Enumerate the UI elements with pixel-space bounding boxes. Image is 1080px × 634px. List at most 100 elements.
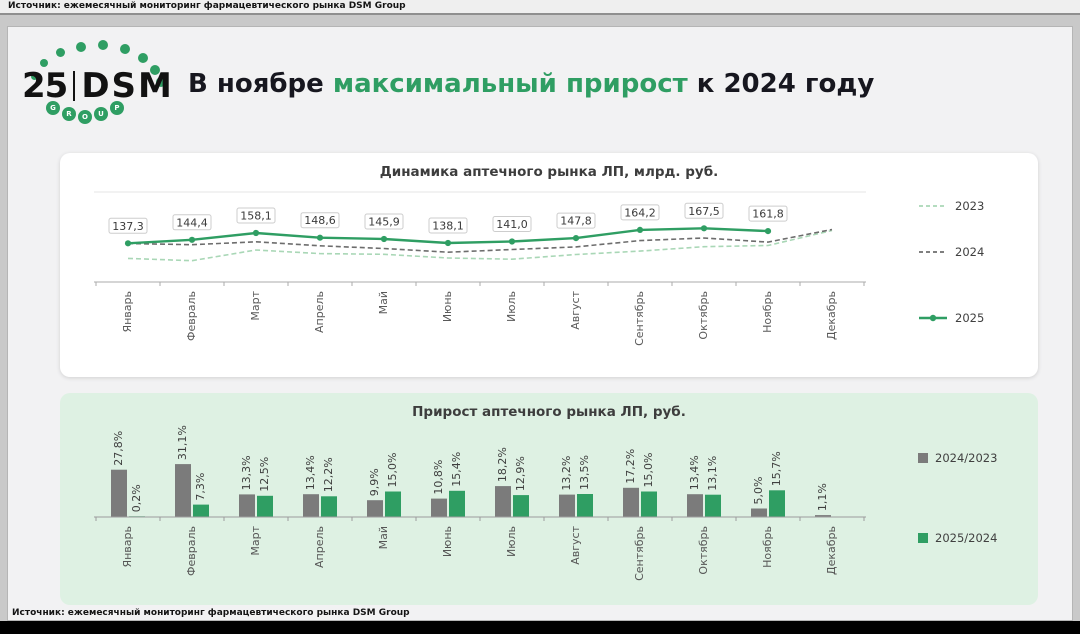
month-label: Май xyxy=(377,291,390,314)
bar-2024/2023 xyxy=(495,486,511,517)
month-label: Ноябрь xyxy=(761,526,774,568)
month-label: Октябрь xyxy=(697,291,710,340)
source-caption-bottom: Источник: ежемесячный мониторинг фармаце… xyxy=(12,608,410,618)
value-label: 158,1 xyxy=(240,210,272,223)
legend-label-2024-2023: 2024/2023 xyxy=(935,451,998,465)
month-label: Июнь xyxy=(441,291,454,322)
title-highlight: максимальный прирост xyxy=(332,69,688,99)
bar-chart-title: Прирост аптечного рынка ЛП, руб. xyxy=(412,404,686,420)
bar-value-label: 7,3% xyxy=(194,473,207,501)
month-label: Март xyxy=(249,290,262,320)
legend-label-2023: 2023 xyxy=(955,199,985,213)
bar-value-label: 10,8% xyxy=(432,460,445,495)
month-label: Июль xyxy=(505,526,518,557)
bar-value-label: 9,9% xyxy=(368,468,381,496)
legend-label-2025-2024: 2025/2024 xyxy=(935,531,998,545)
data-point-2025 xyxy=(444,239,452,247)
bar-value-label: 13,1% xyxy=(706,456,719,491)
data-point-2025 xyxy=(252,229,260,237)
value-label: 137,3 xyxy=(112,220,144,233)
bar-value-label: 5,0% xyxy=(752,477,765,505)
bar-value-label: 18,2% xyxy=(496,447,509,482)
logo-name: DSM xyxy=(81,66,174,106)
logo-group-letter: G xyxy=(46,101,60,115)
line-chart-title: Динамика аптечного рынка ЛП, млрд. руб. xyxy=(379,164,719,180)
line-series-2023 xyxy=(127,229,833,262)
logo-arc-dot xyxy=(40,59,48,67)
month-label: Февраль xyxy=(185,291,198,341)
bar-2025/2024 xyxy=(449,490,465,517)
bar-value-label: 13,2% xyxy=(560,456,573,491)
month-label: Май xyxy=(377,526,390,549)
value-label-box xyxy=(428,217,468,234)
bar-chart-card: Прирост аптечного рынка ЛП, руб. 27,8% 31… xyxy=(60,393,1038,605)
bar-2025/2024 xyxy=(193,504,209,517)
bar-2025/2024 xyxy=(257,495,273,518)
bar-value-label: 13,4% xyxy=(688,455,701,490)
value-label: 144,4 xyxy=(176,216,208,229)
top-strip: Источник: ежемесячный мониторинг фармаце… xyxy=(0,0,1080,15)
legend-item-2024-2023: 2024/2023 xyxy=(918,451,997,465)
data-point-2025 xyxy=(636,226,644,233)
logo-number: 25 xyxy=(22,66,68,106)
logo-group-letter: R xyxy=(62,107,76,121)
legend-label-2025: 2025 xyxy=(955,311,985,325)
value-label: 147,8 xyxy=(560,215,592,228)
month-label: Июль xyxy=(505,291,518,322)
bar-2024/2023 xyxy=(111,469,127,517)
bar-2024/2023 xyxy=(239,494,255,517)
value-label-box xyxy=(300,212,340,229)
logo-arc-dot xyxy=(138,53,148,63)
value-label-box xyxy=(236,207,276,224)
bar-2024/2023 xyxy=(559,494,575,517)
legend-sample-2023-dashed-line-icon xyxy=(919,205,947,207)
legend-sample-2025-line-marker-icon xyxy=(919,314,947,322)
value-label: 141,0 xyxy=(496,218,528,231)
value-label: 138,1 xyxy=(432,220,464,233)
logo-arc-dot xyxy=(98,40,108,50)
month-label: Апрель xyxy=(313,526,326,568)
bar-value-label: 15,0% xyxy=(642,453,655,488)
value-label: 145,9 xyxy=(368,216,400,229)
logo-divider xyxy=(73,71,76,101)
month-label: Март xyxy=(249,525,262,555)
month-label: Январь xyxy=(121,291,134,333)
dsm-group-logo: 25 DSM G R O U P xyxy=(20,39,190,141)
logo-arc-dot xyxy=(56,48,65,57)
title-suffix: к 2024 году xyxy=(687,69,875,99)
value-label: 161,8 xyxy=(752,208,784,221)
value-label: 164,2 xyxy=(624,206,656,219)
logo-arc-dot xyxy=(76,42,86,52)
value-label-box xyxy=(364,213,404,230)
value-label: 167,5 xyxy=(688,205,720,218)
value-label-box xyxy=(620,204,660,221)
bar-2025/2024 xyxy=(641,491,657,517)
bar-value-label: 12,5% xyxy=(258,457,271,492)
bar-2024/2023 xyxy=(431,498,447,517)
value-label-box xyxy=(108,217,148,234)
bar-2025/2024 xyxy=(577,494,593,517)
bar-chart-legend: 2024/2023 2025/2024 xyxy=(918,393,1024,605)
bar-2024/2023 xyxy=(623,487,639,517)
data-point-2025 xyxy=(700,225,708,232)
logo-group-letter: O xyxy=(78,110,92,124)
logo-group-letter: P xyxy=(110,101,124,115)
bar-value-label: 12,9% xyxy=(514,456,527,491)
line-chart-card: Динамика аптечного рынка ЛП, млрд. руб. … xyxy=(60,153,1038,377)
logo-arc-dot xyxy=(120,44,130,54)
value-label-box xyxy=(556,212,596,229)
legend-marker xyxy=(929,314,937,322)
legend-sample-green-square-icon xyxy=(918,533,928,543)
month-label: Сентябрь xyxy=(633,291,646,346)
bar-value-label: 15,7% xyxy=(770,451,783,486)
bar-value-label: 17,2% xyxy=(624,449,637,484)
data-point-2025 xyxy=(572,235,580,242)
value-label-box xyxy=(492,216,532,232)
bar-2024/2023 xyxy=(687,494,703,517)
data-point-2025 xyxy=(124,240,132,247)
logo-text: 25 DSM xyxy=(22,69,174,103)
bar-2025/2024 xyxy=(385,491,401,517)
logo-group-letter: U xyxy=(94,107,108,121)
bar-value-label: 0,2% xyxy=(130,484,143,512)
month-label: Декабрь xyxy=(825,526,838,575)
